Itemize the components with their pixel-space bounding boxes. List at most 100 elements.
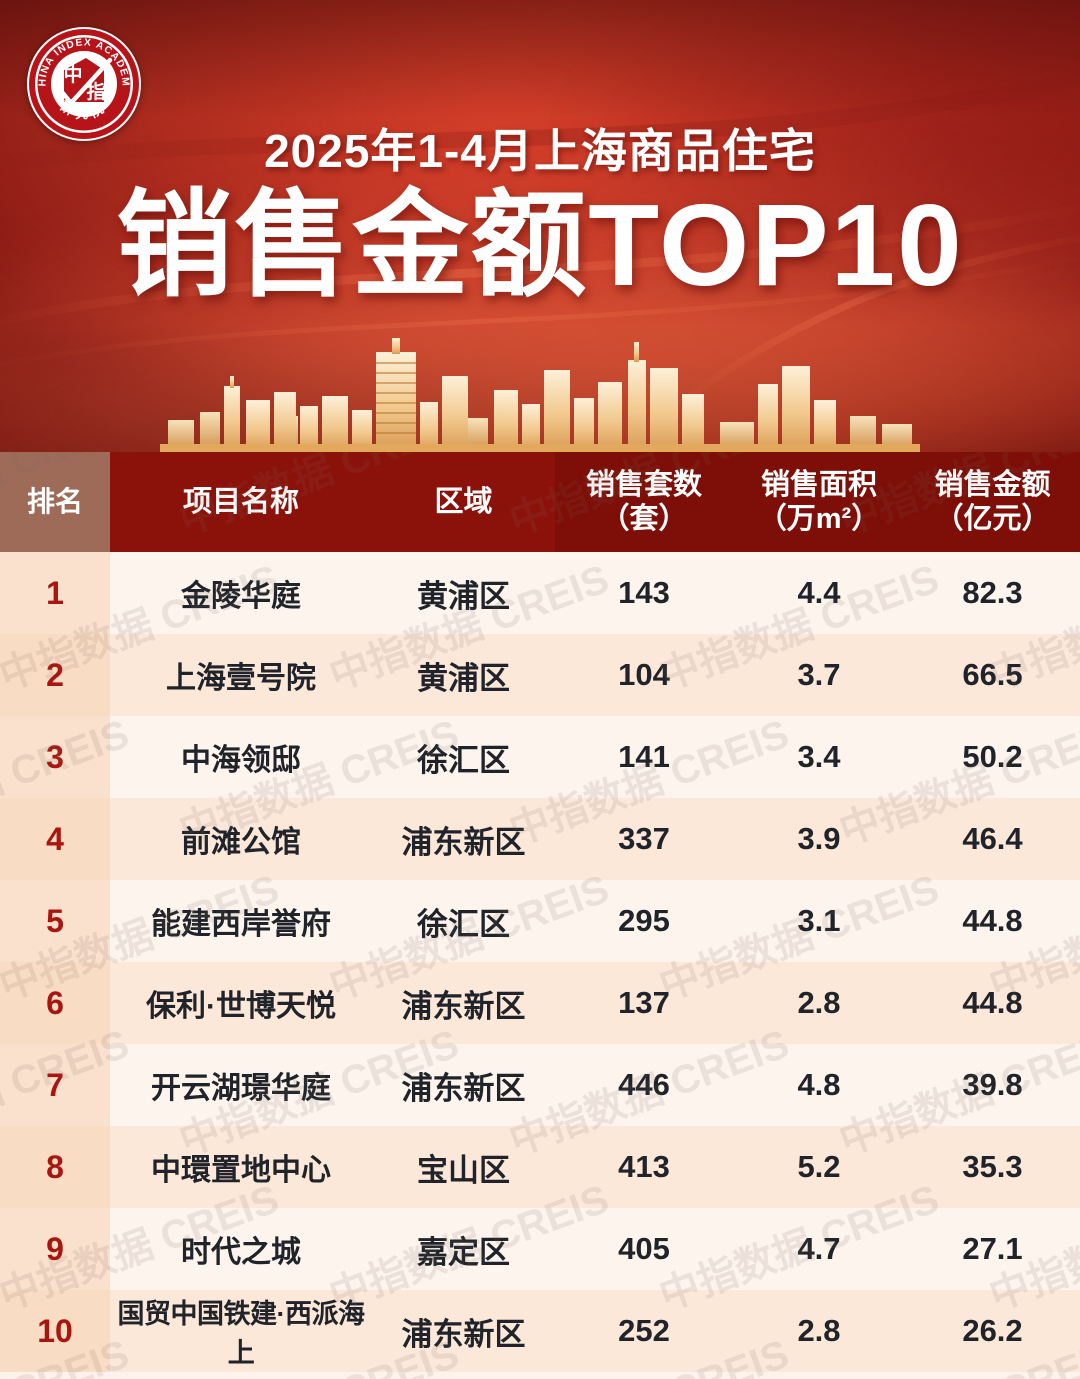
- units-sold-cell: 337: [555, 798, 733, 880]
- banner-vignette: [0, 0, 1080, 452]
- units-sold-cell: 446: [555, 1044, 733, 1126]
- column-header-area-label: 销售面积: [760, 468, 877, 501]
- project-name-cell: 上海壹号院: [110, 634, 372, 716]
- area-sold-cell: 2.8: [733, 962, 905, 1044]
- units-sold-cell: 295: [555, 880, 733, 962]
- rank-cell: 6: [0, 962, 110, 1044]
- district-cell: 徐汇区: [372, 880, 555, 962]
- area-sold-cell: 3.9: [733, 798, 905, 880]
- project-name-cell: 中環置地中心: [110, 1126, 372, 1208]
- project-name-cell: 中海领邸: [110, 716, 372, 798]
- svg-text:指: 指: [86, 81, 105, 103]
- table-body: 1 金陵华庭 黄浦区 143 4.4 82.3 2 上海壹号院 黄浦区 104 3.7 66.5 3 中海…: [0, 552, 1080, 1372]
- column-header-units-sold: 销售套数 （套）: [555, 452, 733, 552]
- skyline-icon: [160, 338, 920, 452]
- table-row[interactable]: 5 能建西岸誉府 徐汇区 295 3.1 44.8: [0, 880, 1080, 962]
- logo-bottom-text: 研究院: [58, 98, 106, 121]
- area-sold-cell: 2.8: [733, 1290, 905, 1372]
- project-name-cell: 金陵华庭: [110, 552, 372, 634]
- rank-cell: 9: [0, 1208, 110, 1290]
- table-row[interactable]: 1 金陵华庭 黄浦区 143 4.4 82.3: [0, 552, 1080, 634]
- seal-icon: 中 指 CHINA INDEX ACADEMY 研究院: [24, 24, 141, 141]
- sales-amount-cell: 50.2: [905, 716, 1080, 798]
- column-header-units-label: 销售套数: [585, 468, 702, 501]
- area-sold-cell: 3.7: [733, 634, 905, 716]
- poster-title: 销售金额TOP10: [116, 179, 964, 310]
- district-cell: 浦东新区: [372, 1044, 555, 1126]
- table-row[interactable]: 7 开云湖璟华庭 浦东新区 446 4.8 39.8: [0, 1044, 1080, 1126]
- rank-cell: 3: [0, 716, 110, 798]
- project-name-cell: 开云湖璟华庭: [110, 1044, 372, 1126]
- district-cell: 宝山区: [372, 1126, 555, 1208]
- rank-cell: 1: [0, 552, 110, 634]
- units-sold-cell: 413: [555, 1126, 733, 1208]
- rank-cell: 8: [0, 1126, 110, 1208]
- district-cell: 浦东新区: [372, 962, 555, 1044]
- units-sold-cell: 143: [555, 552, 733, 634]
- sales-amount-cell: 44.8: [905, 962, 1080, 1044]
- column-header-sales-amount: 销售金额 （亿元）: [905, 452, 1080, 552]
- table-row[interactable]: 8 中環置地中心 宝山区 413 5.2 35.3: [0, 1126, 1080, 1208]
- column-header-district-label: 区域: [434, 485, 493, 518]
- column-header-units-unit: （套）: [600, 503, 688, 535]
- column-header-name-label: 项目名称: [182, 485, 299, 518]
- sales-amount-cell: 35.3: [905, 1126, 1080, 1208]
- sales-amount-cell: 46.4: [905, 798, 1080, 880]
- district-cell: 浦东新区: [372, 1290, 555, 1372]
- poster-subtitle: 2025年1-4月上海商品住宅: [264, 125, 816, 177]
- sales-amount-cell: 82.3: [905, 552, 1080, 634]
- rank-cell: 2: [0, 634, 110, 716]
- area-sold-cell: 3.1: [733, 880, 905, 962]
- district-cell: 黄浦区: [372, 552, 555, 634]
- area-sold-cell: 5.2: [733, 1126, 905, 1208]
- sales-amount-cell: 39.8: [905, 1044, 1080, 1126]
- area-sold-cell: 3.4: [733, 716, 905, 798]
- rank-cell: 4: [0, 798, 110, 880]
- china-index-academy-logo: 中 指 CHINA INDEX ACADEMY 研究院: [24, 24, 144, 144]
- district-cell: 黄浦区: [372, 634, 555, 716]
- svg-text:研究院: 研究院: [58, 98, 111, 121]
- rank-cell: 10: [0, 1290, 110, 1372]
- district-cell: 浦东新区: [372, 798, 555, 880]
- table-header-row: 排名 项目名称 区域 销售套数 （套） 销售面积 （万m²） 销售金额 （亿元）: [0, 452, 1080, 552]
- table-row[interactable]: 4 前滩公馆 浦东新区 337 3.9 46.4: [0, 798, 1080, 880]
- project-name-cell: 国贸中国铁建·西派海上: [110, 1290, 372, 1372]
- project-name-cell: 能建西岸誉府: [110, 880, 372, 962]
- area-sold-cell: 4.4: [733, 552, 905, 634]
- title-block: 2025年1-4月上海商品住宅 销售金额TOP10: [0, 126, 1080, 308]
- column-header-district: 区域: [372, 452, 555, 552]
- project-name-cell: 时代之城: [110, 1208, 372, 1290]
- area-sold-cell: 4.7: [733, 1208, 905, 1290]
- units-sold-cell: 104: [555, 634, 733, 716]
- table-row[interactable]: 2 上海壹号院 黄浦区 104 3.7 66.5: [0, 634, 1080, 716]
- column-header-rank: 排名: [0, 452, 110, 552]
- svg-text:中: 中: [63, 63, 82, 86]
- district-cell: 徐汇区: [372, 716, 555, 798]
- rank-cell: 5: [0, 880, 110, 962]
- column-header-amount-unit: （亿元）: [934, 503, 1051, 535]
- table-row[interactable]: 6 保利·世博天悦 浦东新区 137 2.8 44.8: [0, 962, 1080, 1044]
- units-sold-cell: 252: [555, 1290, 733, 1372]
- sales-amount-cell: 26.2: [905, 1290, 1080, 1372]
- ranking-table: 排名 项目名称 区域 销售套数 （套） 销售面积 （万m²） 销售金额 （亿元）…: [0, 452, 1080, 1372]
- table-row[interactable]: 9 时代之城 嘉定区 405 4.7 27.1: [0, 1208, 1080, 1290]
- column-header-area-unit: （万m²）: [757, 503, 881, 535]
- units-sold-cell: 405: [555, 1208, 733, 1290]
- sales-amount-cell: 44.8: [905, 880, 1080, 962]
- area-sold-cell: 4.8: [733, 1044, 905, 1126]
- column-header-amount-label: 销售金额: [934, 468, 1051, 501]
- rank-cell: 7: [0, 1044, 110, 1126]
- column-header-rank-label: 排名: [26, 486, 83, 518]
- table-row[interactable]: 3 中海领邸 徐汇区 141 3.4 50.2: [0, 716, 1080, 798]
- units-sold-cell: 141: [555, 716, 733, 798]
- banner: 中 指 CHINA INDEX ACADEMY 研究院 2025年1-4月上海商…: [0, 0, 1080, 452]
- column-header-area-sold: 销售面积 （万m²）: [733, 452, 905, 552]
- units-sold-cell: 137: [555, 962, 733, 1044]
- sales-amount-cell: 27.1: [905, 1208, 1080, 1290]
- project-name-cell: 保利·世博天悦: [110, 962, 372, 1044]
- city-skyline-graphic: [0, 332, 1080, 452]
- district-cell: 嘉定区: [372, 1208, 555, 1290]
- table-row[interactable]: 10 国贸中国铁建·西派海上 浦东新区 252 2.8 26.2: [0, 1290, 1080, 1372]
- column-header-project-name: 项目名称: [110, 452, 372, 552]
